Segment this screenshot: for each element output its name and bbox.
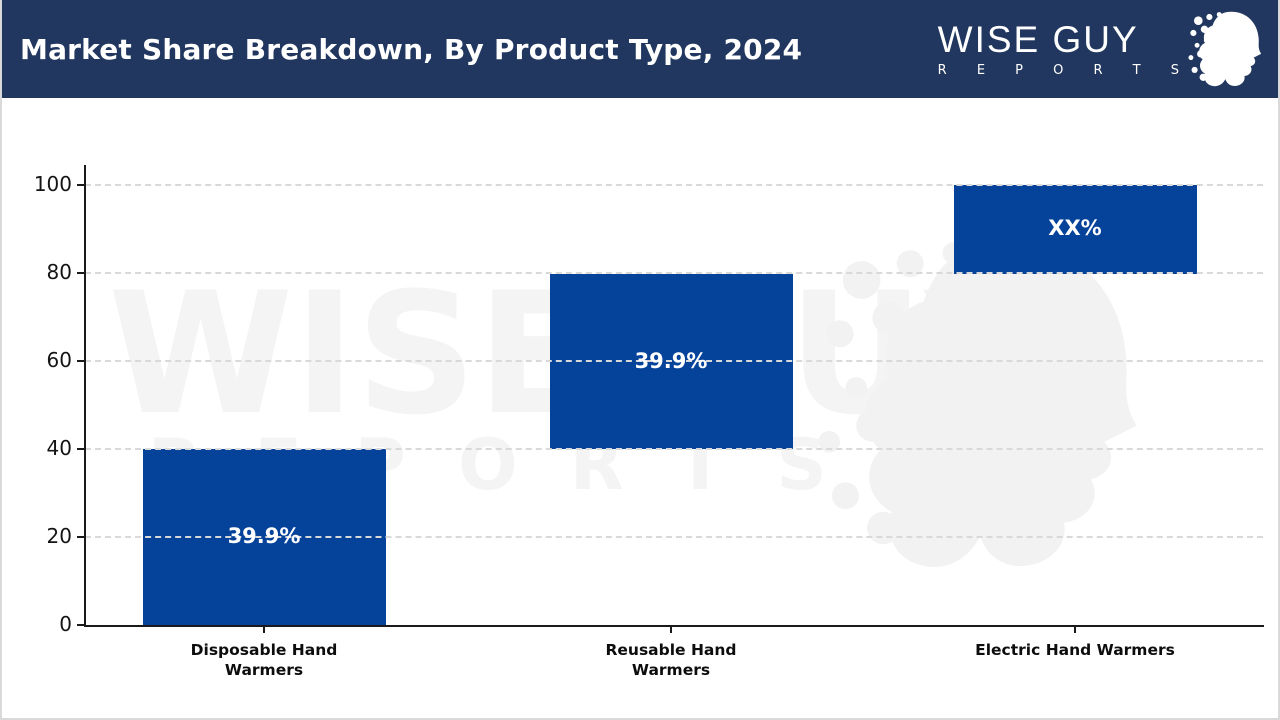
y-tick-0	[77, 624, 85, 626]
y-tick-label-0: 0	[59, 612, 72, 636]
x-tick-0	[263, 627, 265, 633]
y-axis-line	[84, 165, 86, 627]
brand-name: WISE GUY	[937, 19, 1139, 60]
x-category-label: Disposable Hand Warmers	[190, 641, 338, 679]
x-category-label: Reusable Hand Warmers	[605, 641, 737, 679]
gridline-80	[85, 272, 1263, 274]
y-tick-60	[77, 360, 85, 362]
y-tick-20	[77, 536, 85, 538]
y-tick-40	[77, 448, 85, 450]
brand-logo-text: WISE GUY R E P O R T S	[938, 21, 1192, 77]
y-tick-label-60: 60	[46, 348, 72, 372]
bar-value-label: 39.9%	[227, 524, 301, 549]
y-tick-80	[77, 272, 85, 274]
x-tick-2	[1074, 627, 1076, 633]
bar-value-label: 39.9%	[634, 348, 708, 373]
y-tick-label-20: 20	[46, 524, 72, 548]
chart-area: WISE GUY R E P O R T S 0 20 40 60 80 100 39.9%…	[0, 98, 1280, 718]
x-tick-1	[670, 627, 672, 633]
brand-logo: WISE GUY R E P O R T S	[938, 6, 1266, 92]
x-category-label: Electric Hand Warmers	[975, 641, 1175, 659]
watermark-head-icon	[818, 240, 1137, 568]
page-title: Market Share Breakdown, By Product Type,…	[20, 32, 803, 66]
header-bar: Market Share Breakdown, By Product Type,…	[0, 0, 1280, 98]
gridline-40	[85, 448, 1263, 450]
y-tick-label-100: 100	[33, 172, 72, 196]
x-axis-line	[84, 625, 1264, 627]
y-tick-100	[77, 184, 85, 186]
gridline-20	[85, 536, 1263, 538]
y-tick-label-40: 40	[46, 436, 72, 460]
bar-value-label: XX%	[1048, 216, 1102, 241]
y-tick-label-80: 80	[46, 260, 72, 284]
brand-head-icon	[1188, 11, 1262, 87]
gridline-60	[85, 360, 1263, 362]
bar-electric-hand-warmers	[953, 185, 1197, 274]
brand-subtitle: R E P O R T S	[937, 63, 1192, 78]
gridline-100	[85, 184, 1263, 186]
